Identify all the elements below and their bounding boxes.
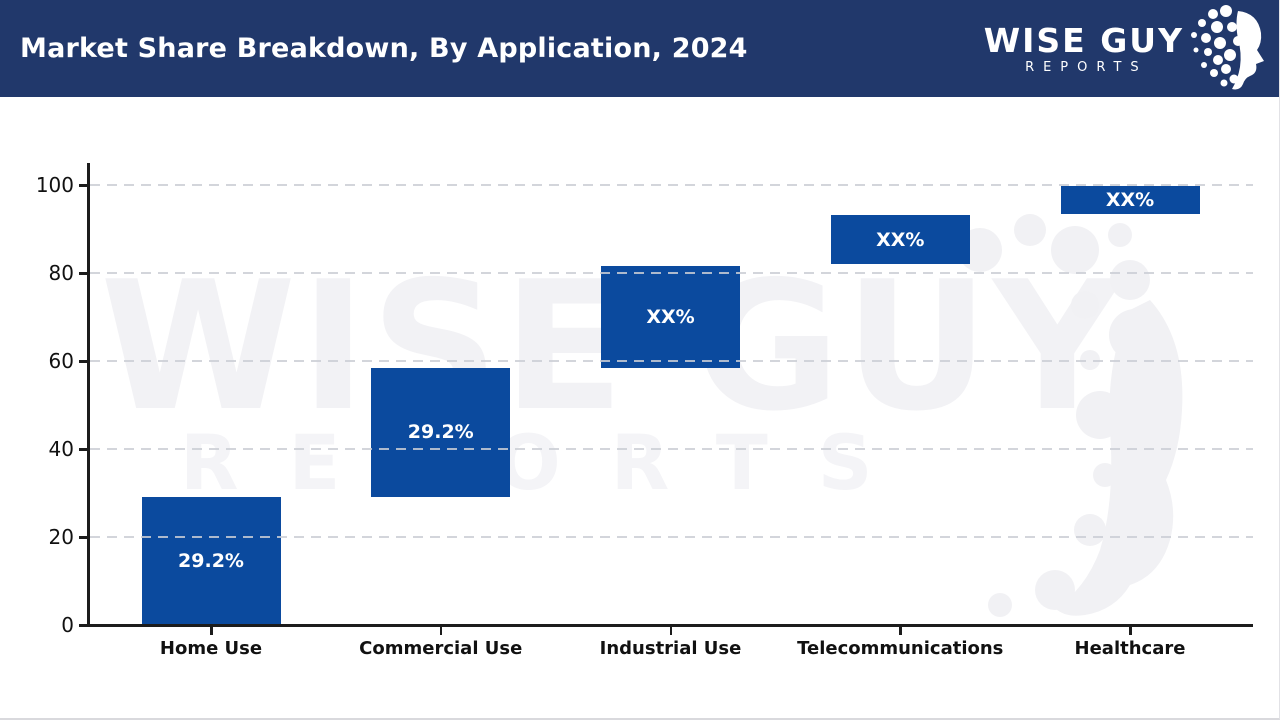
- logo-text: WISE GUY REPORTS: [984, 24, 1184, 74]
- y-tick-label-100: 100: [35, 173, 74, 197]
- bar-commercial-use: 29.2%: [371, 368, 511, 497]
- watermark-subtitle: REPORTS: [180, 418, 923, 507]
- y-tick-label-80: 80: [48, 261, 74, 285]
- bar-home-use: 29.2%: [141, 496, 281, 625]
- gridline-80: [90, 272, 1253, 274]
- logo-subtitle: REPORTS: [1025, 59, 1148, 75]
- header-bar: Market Share Breakdown, By Application, …: [0, 0, 1279, 97]
- brand-logo: WISE GUY REPORTS: [984, 4, 1266, 93]
- y-tick-0: [79, 624, 88, 627]
- logo-wordmark: WISE GUY: [983, 20, 1184, 60]
- y-tick-60: [79, 360, 88, 363]
- bar-value-label-home-use: 29.2%: [178, 549, 244, 572]
- bar-value-label-healthcare: XX%: [1105, 188, 1155, 211]
- x-tick-healthcare: [1129, 627, 1132, 635]
- bar-industrial-use: XX%: [601, 266, 740, 369]
- bar-telecommunications: XX%: [830, 214, 970, 265]
- x-tick-commercial-use: [439, 627, 443, 635]
- x-category-label-commercial-use: Commercial Use: [359, 638, 523, 659]
- gridline-20: [90, 536, 1253, 538]
- x-category-label-healthcare: Healthcare: [1074, 638, 1186, 659]
- y-tick-20: [79, 536, 88, 539]
- y-tick-100: [79, 184, 88, 187]
- dotted-head-profile-icon: [1191, 4, 1264, 89]
- y-tick-40: [79, 448, 88, 451]
- y-tick-label-60: 60: [48, 349, 74, 373]
- gridline-60: [90, 360, 1253, 362]
- x-category-label-home-use: Home Use: [159, 638, 263, 659]
- y-axis-line: [87, 163, 90, 627]
- plot-area: 0 20 40 60 80 100 29.2% Home Use 29.2% Commercial…: [36, 150, 1254, 680]
- y-tick-label-20: 20: [48, 525, 74, 549]
- bar-value-label-commercial-use: 29.2%: [407, 421, 474, 444]
- x-tick-industrial-use: [669, 627, 672, 635]
- x-category-label-industrial-use: Industrial Use: [599, 638, 742, 659]
- x-category-label-telecommunications: Telecommunications: [797, 638, 1004, 659]
- y-tick-80: [79, 272, 88, 275]
- bar-value-label-telecommunications: XX%: [876, 228, 925, 251]
- y-tick-label-0: 0: [61, 613, 74, 637]
- bar-healthcare: XX%: [1060, 185, 1200, 215]
- x-tick-home-use: [210, 627, 213, 635]
- x-axis-line: [87, 624, 1253, 627]
- bar-value-label-industrial-use: XX%: [646, 306, 695, 329]
- x-tick-telecommunications: [899, 627, 902, 635]
- y-tick-label-40: 40: [48, 437, 74, 461]
- gridline-100: [90, 184, 1253, 186]
- page-title: Market Share Breakdown, By Application, …: [20, 33, 748, 64]
- gridline-40: [90, 448, 1253, 450]
